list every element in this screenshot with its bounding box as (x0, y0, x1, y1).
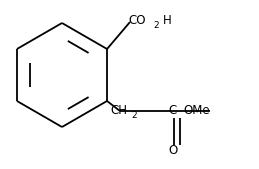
Text: H: H (163, 14, 172, 27)
Text: OMe: OMe (183, 103, 210, 116)
Text: CO: CO (128, 14, 146, 27)
Text: C: C (168, 103, 176, 116)
Text: 2: 2 (131, 112, 137, 120)
Text: O: O (168, 143, 177, 156)
Text: 2: 2 (153, 20, 159, 30)
Text: CH: CH (110, 103, 127, 116)
